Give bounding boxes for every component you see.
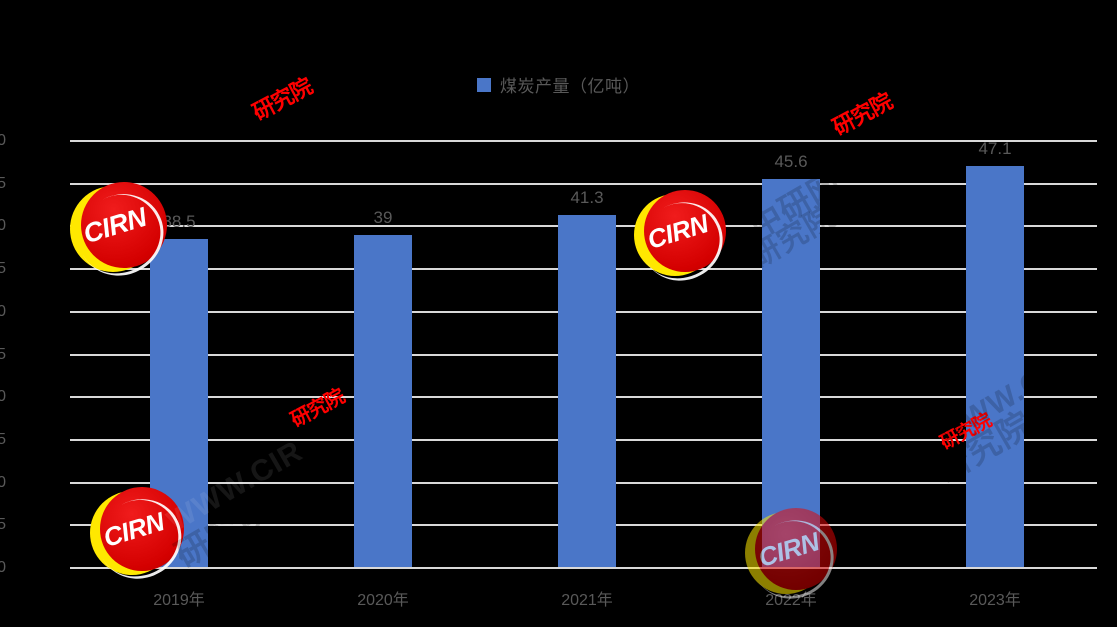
y-tick-mark — [70, 182, 77, 185]
legend-item-coal-production: 煤炭产量（亿吨） — [477, 72, 640, 97]
y-tick-mark — [70, 396, 77, 399]
gridline — [77, 140, 1097, 142]
y-tick-mark — [70, 140, 77, 142]
bar[interactable]: 47.1 — [966, 139, 1024, 568]
x-tick-label: 2020年 — [357, 592, 409, 609]
y-tick-mark — [70, 567, 77, 569]
bar-value-label: 38.5 — [162, 212, 196, 232]
bar[interactable]: 39 — [354, 208, 412, 568]
x-tick-label: 2019年 — [153, 592, 205, 609]
y-tick-label: 45 — [0, 174, 6, 192]
bar-value-label: 47.1 — [978, 138, 1012, 158]
red-stamp-watermark: 研究院 — [248, 73, 316, 126]
chart-legend: 煤炭产量（亿吨） — [0, 72, 1117, 97]
y-tick-label: 50 — [0, 132, 6, 149]
x-tick-label: 2023年 — [969, 592, 1021, 609]
y-tick-mark — [70, 481, 77, 484]
x-tick-label: 2021年 — [561, 592, 613, 609]
x-axis-line — [77, 567, 1097, 569]
y-tick-label: 40 — [0, 217, 6, 235]
y-tick-label: 25 — [0, 345, 6, 363]
y-tick-mark — [70, 524, 77, 527]
y-tick-label: 5 — [0, 516, 6, 534]
legend-label: 煤炭产量（亿吨） — [500, 77, 640, 96]
y-tick-mark — [70, 353, 77, 356]
bar[interactable]: 45.6 — [762, 152, 820, 568]
y-tick-label: 0 — [0, 559, 6, 576]
red-stamp-watermark: 研究院 — [828, 88, 896, 141]
y-tick-label: 15 — [0, 430, 6, 448]
bar[interactable]: 41.3 — [558, 188, 616, 568]
gridline — [77, 182, 1097, 185]
y-tick-mark — [70, 438, 77, 441]
y-tick-label: 10 — [0, 473, 6, 491]
bar-value-label: 41.3 — [570, 188, 604, 208]
y-tick-label: 20 — [0, 388, 6, 406]
plot-area: 05101520253035404550 38.53941.345.647.1 … — [0, 132, 1097, 609]
y-tick-mark — [70, 225, 77, 228]
y-tick-label: 30 — [0, 302, 6, 320]
legend-square-icon — [477, 77, 491, 92]
y-tick-label: 35 — [0, 260, 6, 278]
bar-value-label: 45.6 — [774, 151, 808, 171]
bar[interactable]: 38.5 — [150, 212, 208, 568]
x-tick-label: 2022年 — [765, 592, 817, 609]
y-tick-mark — [70, 310, 77, 313]
y-tick-mark — [70, 268, 77, 271]
bar-value-label: 39 — [373, 207, 393, 227]
